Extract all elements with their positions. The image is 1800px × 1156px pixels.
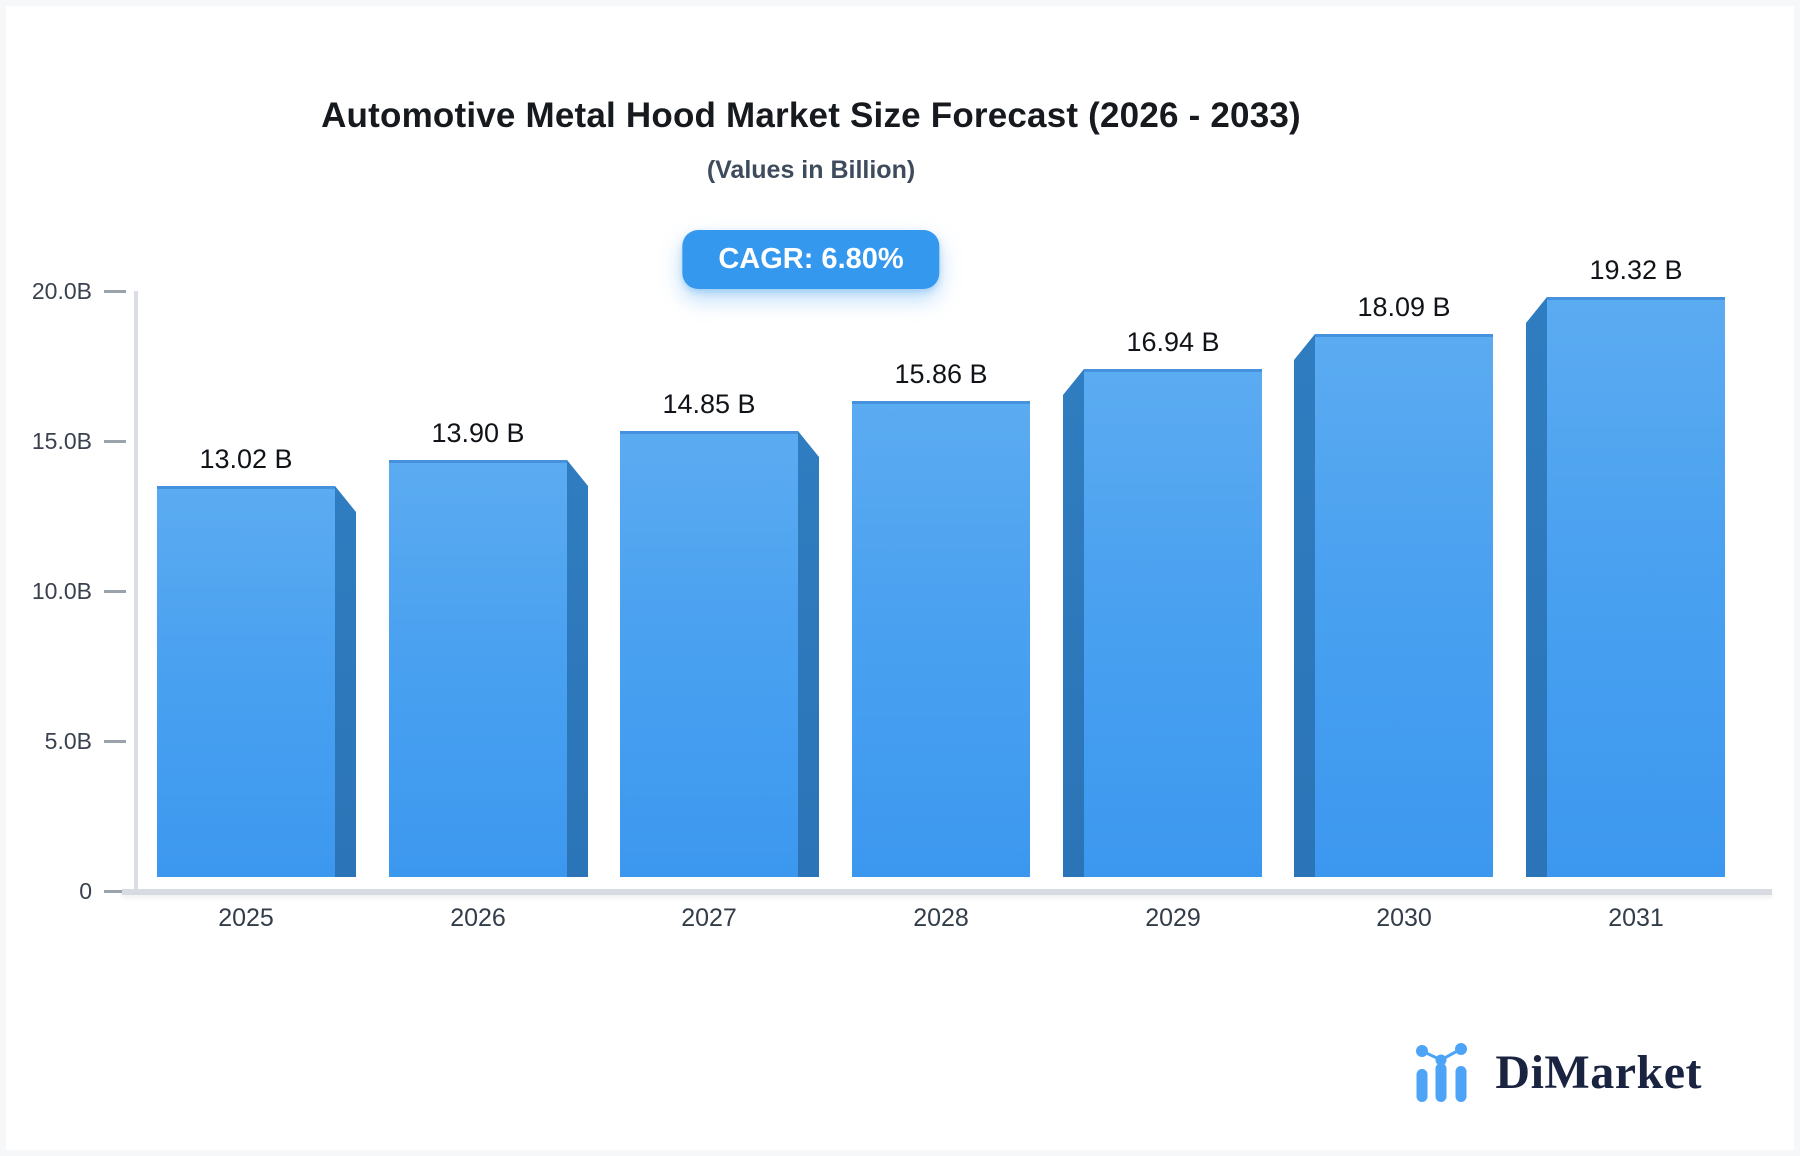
y-tick-label: 0 xyxy=(79,877,92,904)
y-tick-10: 10.0B xyxy=(6,577,126,604)
bar-value-label: 16.94 B xyxy=(1126,327,1220,357)
brand-name: DiMarket xyxy=(1495,1045,1702,1099)
bar-face xyxy=(1547,297,1725,877)
y-tick-label: 5.0B xyxy=(44,727,92,754)
y-tick-0: 0 xyxy=(6,877,126,904)
x-tick-2029: 2029 xyxy=(1145,904,1201,932)
bar-face xyxy=(852,401,1030,877)
bar-face xyxy=(1315,334,1493,877)
bar-face xyxy=(157,486,335,877)
brand-logo: DiMarket xyxy=(1415,1042,1702,1102)
chart-header: Automotive Metal Hood Market Size Foreca… xyxy=(6,96,1616,185)
y-tick-15: 15.0B xyxy=(6,427,126,454)
y-tick-5: 5.0B xyxy=(6,727,126,754)
bar-2031: 19.32 B xyxy=(1526,255,1725,877)
bar-3d-side xyxy=(1294,334,1315,877)
tick-dash xyxy=(104,589,126,593)
tick-dash xyxy=(104,439,126,443)
bar-2029: 16.94 B xyxy=(1063,327,1262,877)
tick-dash xyxy=(104,889,126,893)
bar-value-label: 13.02 B xyxy=(199,444,293,474)
x-tick-2031: 2031 xyxy=(1608,904,1664,932)
y-tick-label: 20.0B xyxy=(31,277,92,304)
x-tick-2026: 2026 xyxy=(450,904,506,932)
bar-value-label: 18.09 B xyxy=(1357,292,1451,322)
y-tick-label: 15.0B xyxy=(31,427,92,454)
bar-chart-logo-icon xyxy=(1416,1043,1468,1102)
bar-3d-side xyxy=(798,431,819,877)
x-tick-2028: 2028 xyxy=(913,904,969,932)
bar-3d-side xyxy=(1063,369,1084,877)
chart-subtitle: (Values in Billion) xyxy=(706,156,916,184)
bar-value-label: 15.86 B xyxy=(894,359,988,389)
x-tick-2027: 2027 xyxy=(681,904,737,932)
tick-dash xyxy=(104,289,126,293)
y-tick-20: 20.0B xyxy=(6,277,126,304)
bar-value-label: 14.85 B xyxy=(662,389,756,419)
y-axis-line xyxy=(134,291,138,891)
x-tick-2025: 2025 xyxy=(218,904,274,932)
tick-dash xyxy=(104,739,126,743)
bar-2025: 13.02 B xyxy=(157,444,356,877)
bar-3d-side xyxy=(567,460,588,877)
bar-3d-side xyxy=(335,486,356,877)
x-axis-line xyxy=(122,889,1772,895)
bar-2027: 14.85 B xyxy=(620,389,819,877)
bar-2028: 15.86 B xyxy=(852,359,1030,877)
bar-2026: 13.90 B xyxy=(389,418,588,877)
bar-face xyxy=(389,460,567,877)
chart-title: Automotive Metal Hood Market Size Foreca… xyxy=(321,96,1301,135)
bar-value-label: 13.90 B xyxy=(431,418,525,448)
x-tick-2030: 2030 xyxy=(1376,904,1432,932)
bar-3d-side xyxy=(1526,297,1547,877)
y-tick-label: 10.0B xyxy=(31,577,92,604)
bar-face xyxy=(1084,369,1262,877)
bar-face xyxy=(620,431,798,877)
bar-value-label: 19.32 B xyxy=(1589,255,1683,285)
cagr-badge: CAGR: 6.80% xyxy=(682,230,940,289)
bar-2030: 18.09 B xyxy=(1294,292,1493,877)
